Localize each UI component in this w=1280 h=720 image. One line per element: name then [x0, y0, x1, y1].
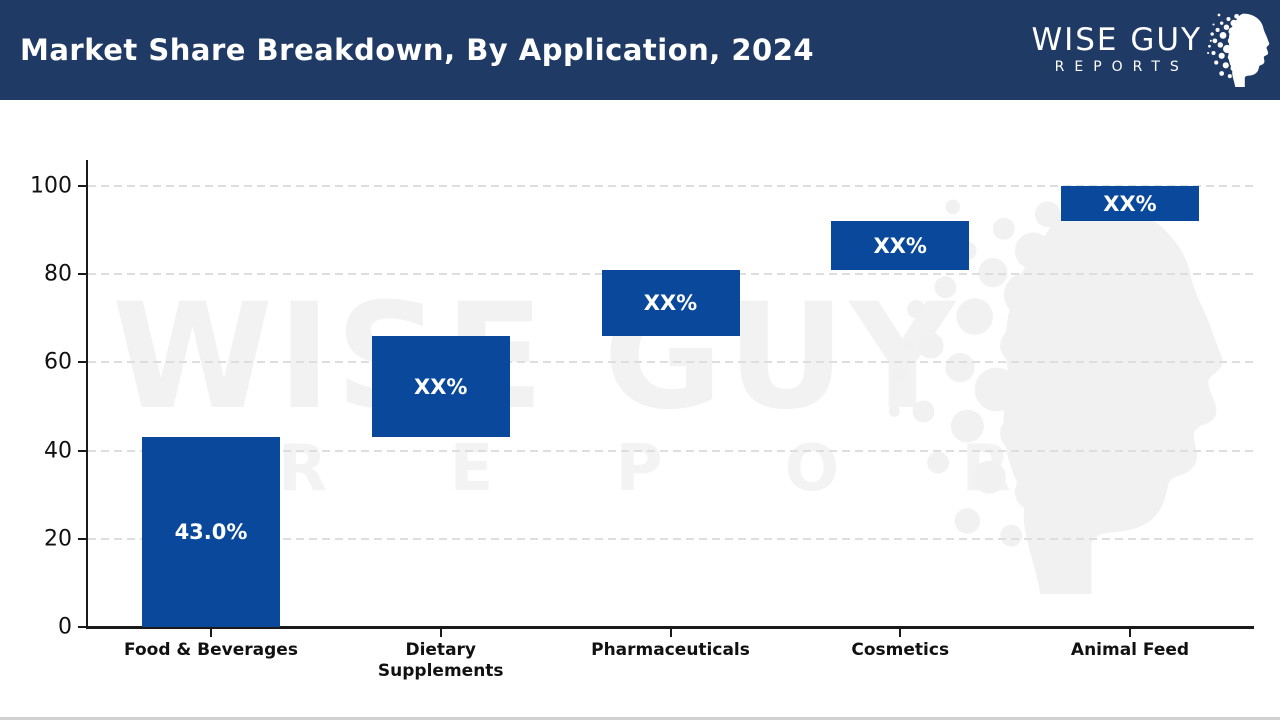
- gridline-40: [88, 449, 1254, 452]
- bottom-border: [0, 717, 1280, 720]
- x-tick-mark: [669, 629, 672, 637]
- bar-value-label: 43.0%: [174, 520, 248, 545]
- bar-value-label: XX%: [873, 233, 927, 258]
- category-label-cosmetics: Cosmetics: [851, 640, 950, 660]
- y-tick-label: 20: [44, 526, 72, 552]
- x-tick-mark: [1129, 629, 1131, 637]
- y-tick-mark: [78, 626, 86, 628]
- category-label-dietary-supplements: Dietary Supplements: [377, 640, 504, 682]
- x-tick-mark: [210, 629, 212, 637]
- x-tick-mark: [899, 629, 902, 637]
- wise-guy-reports-logo: WISE GUY REPORTS: [1031, 0, 1272, 100]
- gridline-100: [88, 185, 1254, 187]
- bar-value-label: XX%: [643, 290, 698, 315]
- bar-dietary-supplements: XX%: [371, 335, 510, 438]
- y-tick-label: 60: [44, 349, 72, 375]
- y-tick-mark: [78, 273, 86, 276]
- y-tick-label: 80: [44, 261, 72, 287]
- header-banner: Market Share Breakdown, By Application, …: [0, 0, 1280, 100]
- chart-title: Market Share Breakdown, By Application, …: [20, 33, 815, 67]
- bar-value-label: XX%: [1103, 191, 1157, 216]
- bar-cosmetics: XX%: [831, 221, 970, 270]
- category-label-food-beverages: Food & Beverages: [124, 640, 298, 660]
- logo-brand-name: WISE GUY: [1031, 22, 1202, 58]
- bar-animal-feed: XX%: [1061, 186, 1199, 222]
- y-axis-line: [86, 160, 88, 628]
- y-tick-mark: [78, 537, 86, 540]
- logo-text: WISE GUY REPORTS: [1031, 22, 1202, 76]
- logo-brand-subtitle: REPORTS: [1054, 59, 1189, 75]
- y-tick-label: 0: [58, 614, 72, 640]
- bar-food-beverages: 43.0%: [142, 437, 280, 627]
- gridline-20: [88, 537, 1254, 540]
- gridline-60: [88, 361, 1254, 364]
- category-label-pharmaceuticals: Pharmaceuticals: [591, 640, 750, 660]
- x-tick-mark: [439, 629, 442, 637]
- category-label-animal-feed: Animal Feed: [1070, 640, 1190, 660]
- bar-pharmaceuticals: XX%: [601, 269, 740, 336]
- x-axis-line: [86, 626, 1254, 629]
- y-tick-mark: [78, 449, 86, 452]
- y-tick-label: 40: [44, 438, 72, 464]
- bar-value-label: XX%: [414, 374, 468, 399]
- y-tick-mark: [78, 185, 86, 187]
- y-tick-mark: [78, 361, 86, 364]
- y-tick-label: 100: [30, 173, 72, 199]
